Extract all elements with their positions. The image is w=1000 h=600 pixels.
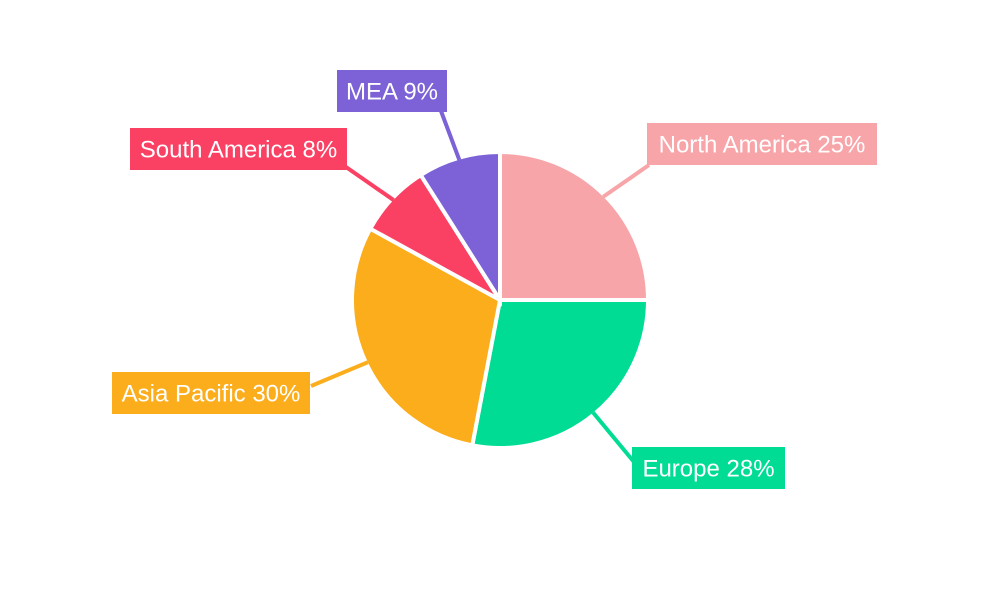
callout-line-asia-pacific bbox=[310, 360, 369, 388]
callout-label-asia-pacific: Asia Pacific 30% bbox=[122, 381, 301, 408]
callout-label-north-america: North America 25% bbox=[659, 132, 866, 159]
callout-label-south-america: South America 8% bbox=[140, 137, 337, 164]
callout-box-asia-pacific bbox=[112, 372, 310, 414]
callout-box-north-america bbox=[647, 123, 877, 165]
callout-label-mea: MEA 9% bbox=[346, 79, 438, 106]
callout-line-south-america bbox=[344, 165, 395, 202]
pie-slice-europe[interactable] bbox=[469, 298, 651, 450]
callout-line-europe bbox=[591, 411, 636, 464]
callout-label-europe: Europe 28% bbox=[642, 456, 774, 483]
pie-slice-north-america[interactable] bbox=[498, 149, 651, 302]
callout-box-europe bbox=[632, 447, 785, 489]
callout-box-mea bbox=[337, 70, 447, 112]
callout-line-north-america bbox=[602, 163, 651, 199]
callout-line-mea bbox=[439, 110, 462, 161]
callout-box-south-america bbox=[130, 128, 347, 170]
